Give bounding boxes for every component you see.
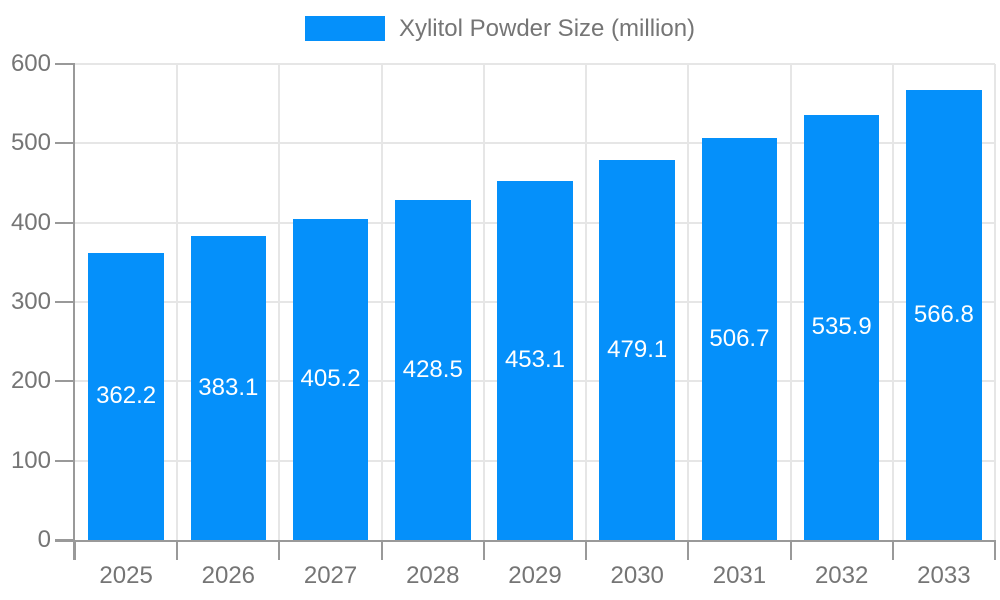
x-tick [176,540,179,560]
x-tick [482,540,485,560]
x-axis-label: 2031 [712,562,767,589]
v-gridline [482,64,485,540]
bar-value-label: 535.9 [811,313,872,341]
bar-value-label: 428.5 [402,356,463,384]
x-tick [74,540,76,560]
v-gridline [687,64,690,540]
y-axis-label: 600 [10,50,51,77]
y-axis-label: 200 [10,367,51,395]
v-gridline [585,64,588,540]
x-tick [994,540,996,560]
y-axis-line [73,64,75,560]
x-tick [380,540,383,560]
x-tick [891,540,894,560]
y-axis-label: 0 [37,526,51,553]
x-tick [789,540,792,560]
h-gridline [75,142,995,145]
x-axis-label: 2033 [917,562,971,589]
x-axis-label: 2028 [406,562,460,589]
bar-2028[interactable] [394,200,471,540]
y-tick [55,63,75,65]
bar-2027[interactable] [292,218,369,540]
v-gridline [994,64,996,540]
y-tick [55,380,75,383]
bar-2029[interactable] [497,180,573,540]
v-gridline [278,64,281,540]
y-tick [55,221,75,224]
y-axis-label: 500 [10,129,51,157]
bar-value-label: 506.7 [709,325,770,352]
bar-value-label: 453.1 [504,346,566,374]
x-axis-label: 2030 [610,562,664,589]
x-axis-label: 2025 [99,562,153,589]
legend-label: Xylitol Powder Size (million) [398,15,696,42]
bar-value-label: 479.1 [607,335,668,363]
x-axis-label: 2027 [303,562,358,589]
y-tick [55,142,75,145]
h-gridline [75,63,995,65]
bar-value-label: 362.2 [96,382,157,410]
legend-swatch-icon [304,16,385,41]
y-axis-label: 100 [10,446,51,474]
v-gridline [789,64,792,540]
y-tick [55,459,75,462]
y-axis-label: 300 [10,288,51,315]
bar-2030[interactable] [599,159,676,540]
x-tick [687,540,690,560]
x-axis-line [55,540,995,542]
x-tick [278,540,281,560]
bar-2025[interactable] [88,252,164,540]
bar-2026[interactable] [190,236,267,540]
x-axis-label: 2026 [201,562,256,589]
v-gridline [891,64,894,540]
bar-value-label: 383.1 [198,374,259,402]
v-gridline [176,64,179,540]
bar-2033[interactable] [906,90,982,540]
x-tick [585,540,588,560]
bar-2032[interactable] [803,114,880,540]
x-axis-label: 2032 [814,562,869,589]
y-axis-label: 400 [10,208,51,236]
v-gridline [380,64,383,540]
y-tick [55,301,75,303]
x-axis-label: 2029 [508,562,562,589]
bar-2031[interactable] [701,138,778,540]
legend[interactable]: Xylitol Powder Size (million) [0,16,1000,41]
bar-value-label: 405.2 [300,365,361,393]
bar-value-label: 566.8 [913,301,974,329]
